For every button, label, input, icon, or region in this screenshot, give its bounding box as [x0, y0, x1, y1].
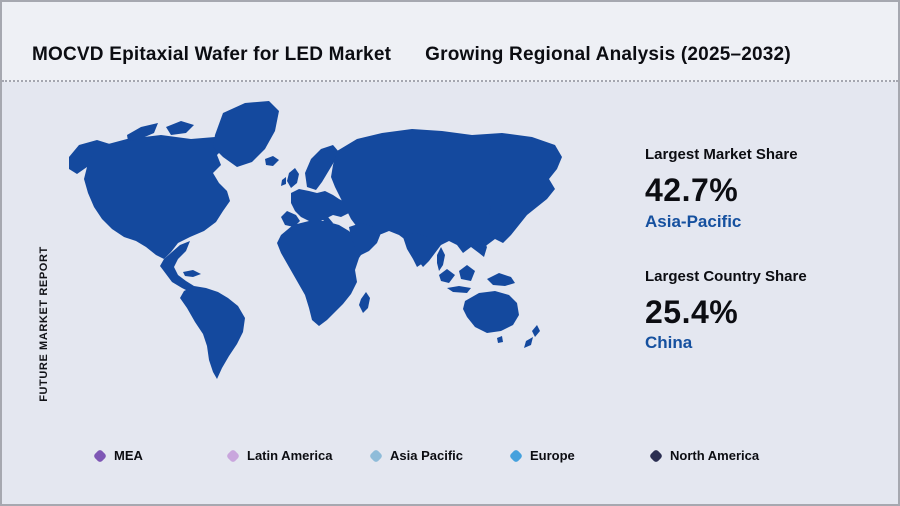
legend-label-north-america: North America	[670, 448, 760, 463]
largest-market-share-region: Asia-Pacific	[645, 212, 742, 231]
title-market: MOCVD Epitaxial Wafer for LED Market	[32, 44, 392, 65]
legend-item-europe: Europe	[508, 448, 575, 463]
legend-label-mea: MEA	[114, 448, 143, 463]
largest-country-share-value: 25.4%	[645, 294, 739, 330]
legend-item-mea: MEA	[92, 448, 143, 463]
largest-country-share-region: China	[645, 333, 693, 352]
legend-label-latin-america: Latin America	[247, 448, 333, 463]
latin-america-dot-icon	[225, 448, 241, 463]
world-map-svg	[69, 101, 562, 379]
legend-item-north-america: North America	[648, 448, 760, 463]
watermark-vertical-text: FUTURE MARKET REPORT	[38, 246, 50, 402]
world-map	[65, 95, 570, 390]
largest-country-share-label: Largest Country Share	[645, 268, 807, 285]
legend-label-asia-pacific: Asia Pacific	[390, 448, 463, 463]
north-america-dot-icon	[648, 448, 664, 463]
legend: MEA Latin America Asia Pacific Europe No…	[2, 448, 898, 468]
asia-pacific-dot-icon	[368, 448, 384, 463]
page-title: MOCVD Epitaxial Wafer for LED Market Gro…	[32, 44, 791, 66]
legend-item-latin-america: Latin America	[225, 448, 333, 463]
europe-dot-icon	[508, 448, 524, 463]
legend-item-asia-pacific: Asia Pacific	[368, 448, 463, 463]
title-analysis: Growing Regional Analysis (2025–2032)	[425, 44, 791, 65]
header: MOCVD Epitaxial Wafer for LED Market Gro…	[2, 2, 898, 82]
legend-label-europe: Europe	[530, 448, 575, 463]
mea-dot-icon	[92, 448, 108, 463]
largest-market-share-value: 42.7%	[645, 172, 739, 208]
largest-market-share-label: Largest Market Share	[645, 146, 798, 163]
